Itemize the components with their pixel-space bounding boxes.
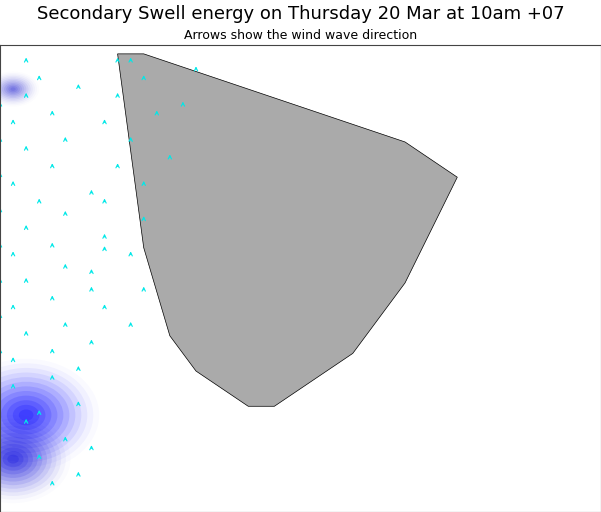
- Ellipse shape: [0, 426, 56, 493]
- Ellipse shape: [0, 368, 87, 462]
- Ellipse shape: [0, 387, 63, 444]
- Text: Arrows show the wind wave direction: Arrows show the wind wave direction: [184, 29, 417, 41]
- Ellipse shape: [0, 433, 47, 485]
- Ellipse shape: [7, 400, 46, 430]
- Ellipse shape: [0, 382, 69, 449]
- Ellipse shape: [0, 437, 42, 482]
- Text: Secondary Swell energy on Thursday 20 Mar at 10am +07: Secondary Swell energy on Thursday 20 Ma…: [37, 6, 564, 24]
- Ellipse shape: [19, 410, 34, 421]
- Ellipse shape: [2, 81, 24, 97]
- Ellipse shape: [2, 451, 23, 467]
- Ellipse shape: [4, 83, 22, 95]
- Ellipse shape: [8, 86, 18, 92]
- Ellipse shape: [7, 455, 19, 463]
- Ellipse shape: [0, 377, 75, 453]
- Ellipse shape: [0, 444, 33, 474]
- Ellipse shape: [0, 80, 26, 98]
- Ellipse shape: [13, 405, 40, 425]
- Ellipse shape: [0, 391, 57, 439]
- Ellipse shape: [0, 440, 38, 478]
- Ellipse shape: [6, 84, 20, 94]
- Ellipse shape: [0, 373, 81, 458]
- Polygon shape: [118, 54, 457, 407]
- Ellipse shape: [0, 430, 52, 489]
- Ellipse shape: [0, 79, 28, 99]
- Ellipse shape: [1, 396, 52, 435]
- Ellipse shape: [0, 447, 28, 471]
- Ellipse shape: [10, 88, 16, 91]
